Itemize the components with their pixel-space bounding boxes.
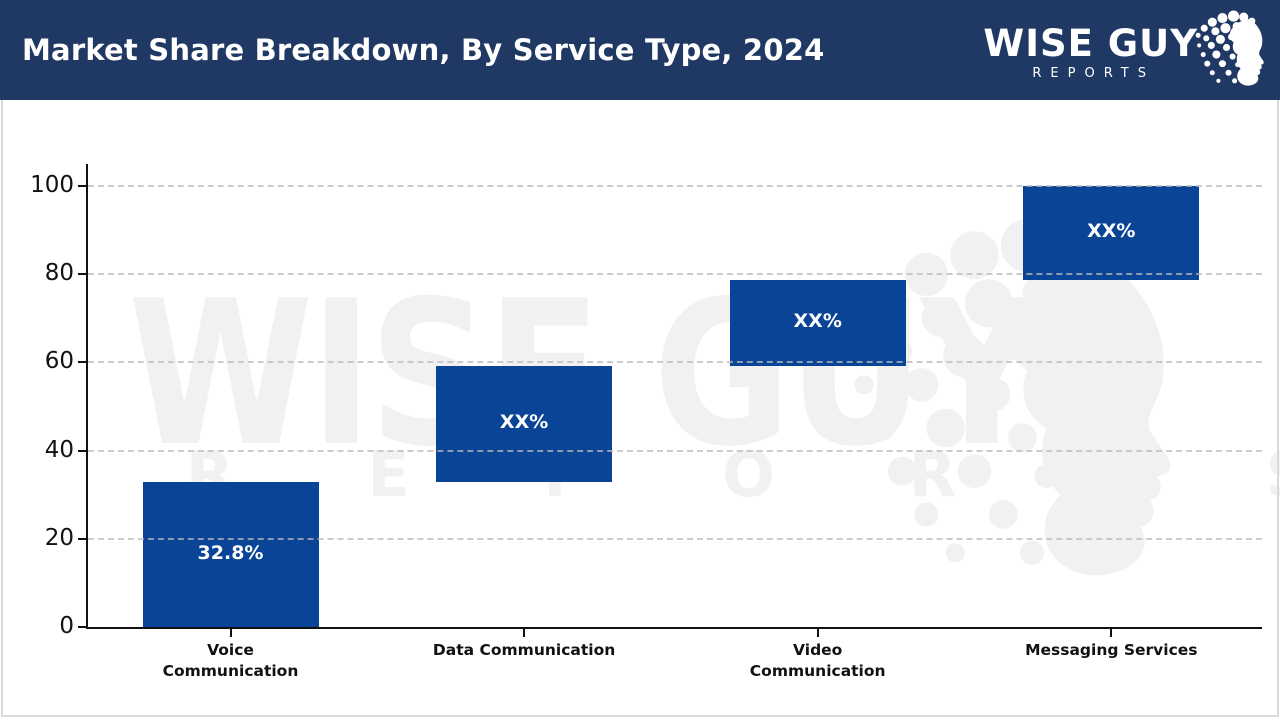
x-category-label: Voice Communication — [111, 640, 351, 682]
bar-segment — [142, 482, 319, 627]
header-bar: Market Share Breakdown, By Service Type,… — [0, 0, 1280, 100]
x-category-label: Video Communication — [698, 640, 938, 682]
x-category-label-line: Communication — [162, 662, 299, 680]
y-gridline — [88, 185, 1262, 188]
bar-value-label: XX% — [793, 310, 842, 333]
y-tickmark — [78, 185, 86, 188]
x-tickmark — [816, 629, 819, 637]
waterfall-chart: WISE GUY R E P O R T S 0 20 40 60 80 100 32.8%… — [0, 100, 1280, 720]
y-axis-line — [86, 164, 88, 629]
x-category-label-line: Data Communication — [432, 641, 616, 659]
x-tickmark — [229, 629, 232, 637]
y-tickmark — [78, 537, 86, 540]
y-tickmark — [78, 626, 86, 628]
x-category-label: Data Communication — [404, 640, 644, 661]
x-category-label-line: Video — [793, 641, 843, 659]
y-tickmark — [78, 361, 86, 364]
y-gridline — [88, 537, 1262, 540]
y-tick-label: 40 — [44, 436, 74, 463]
y-tick-label: 80 — [44, 260, 74, 287]
y-tick-label: 0 — [59, 613, 74, 639]
bar-segment — [729, 280, 906, 367]
brand-name: WISE GUY — [983, 21, 1198, 65]
x-tickmark — [523, 629, 526, 637]
x-tickmark — [1110, 629, 1113, 637]
x-axis-line — [86, 627, 1262, 629]
x-category-label-line: Messaging Services — [1025, 641, 1198, 659]
y-tick-label: 60 — [44, 348, 74, 375]
bar-segment — [436, 366, 613, 483]
bar-value-label: XX% — [499, 411, 549, 434]
y-tick-label: 100 — [30, 172, 74, 199]
y-tick-label: 20 — [44, 524, 74, 551]
x-category-label: Messaging Services — [991, 640, 1231, 661]
y-tickmark — [78, 273, 86, 276]
y-tickmark — [78, 449, 86, 452]
y-gridline — [88, 273, 1262, 276]
brand-logo-text: WISE GUY REPORTS — [983, 21, 1198, 81]
bar-segment — [1023, 186, 1200, 281]
bar-value-label: 32.8% — [197, 541, 264, 564]
brand-subtitle: REPORTS — [1032, 65, 1155, 81]
chart-title: Market Share Breakdown, By Service Type,… — [22, 33, 825, 67]
dotted-head-logo-icon — [1195, 10, 1264, 86]
bar-value-label: XX% — [1087, 220, 1136, 243]
y-gridline — [88, 361, 1262, 364]
brand-logo: WISE GUY REPORTS — [983, 8, 1270, 96]
x-category-label-line: Voice — [207, 641, 254, 659]
x-category-label-line: Communication — [749, 662, 886, 680]
y-gridline — [88, 449, 1262, 452]
